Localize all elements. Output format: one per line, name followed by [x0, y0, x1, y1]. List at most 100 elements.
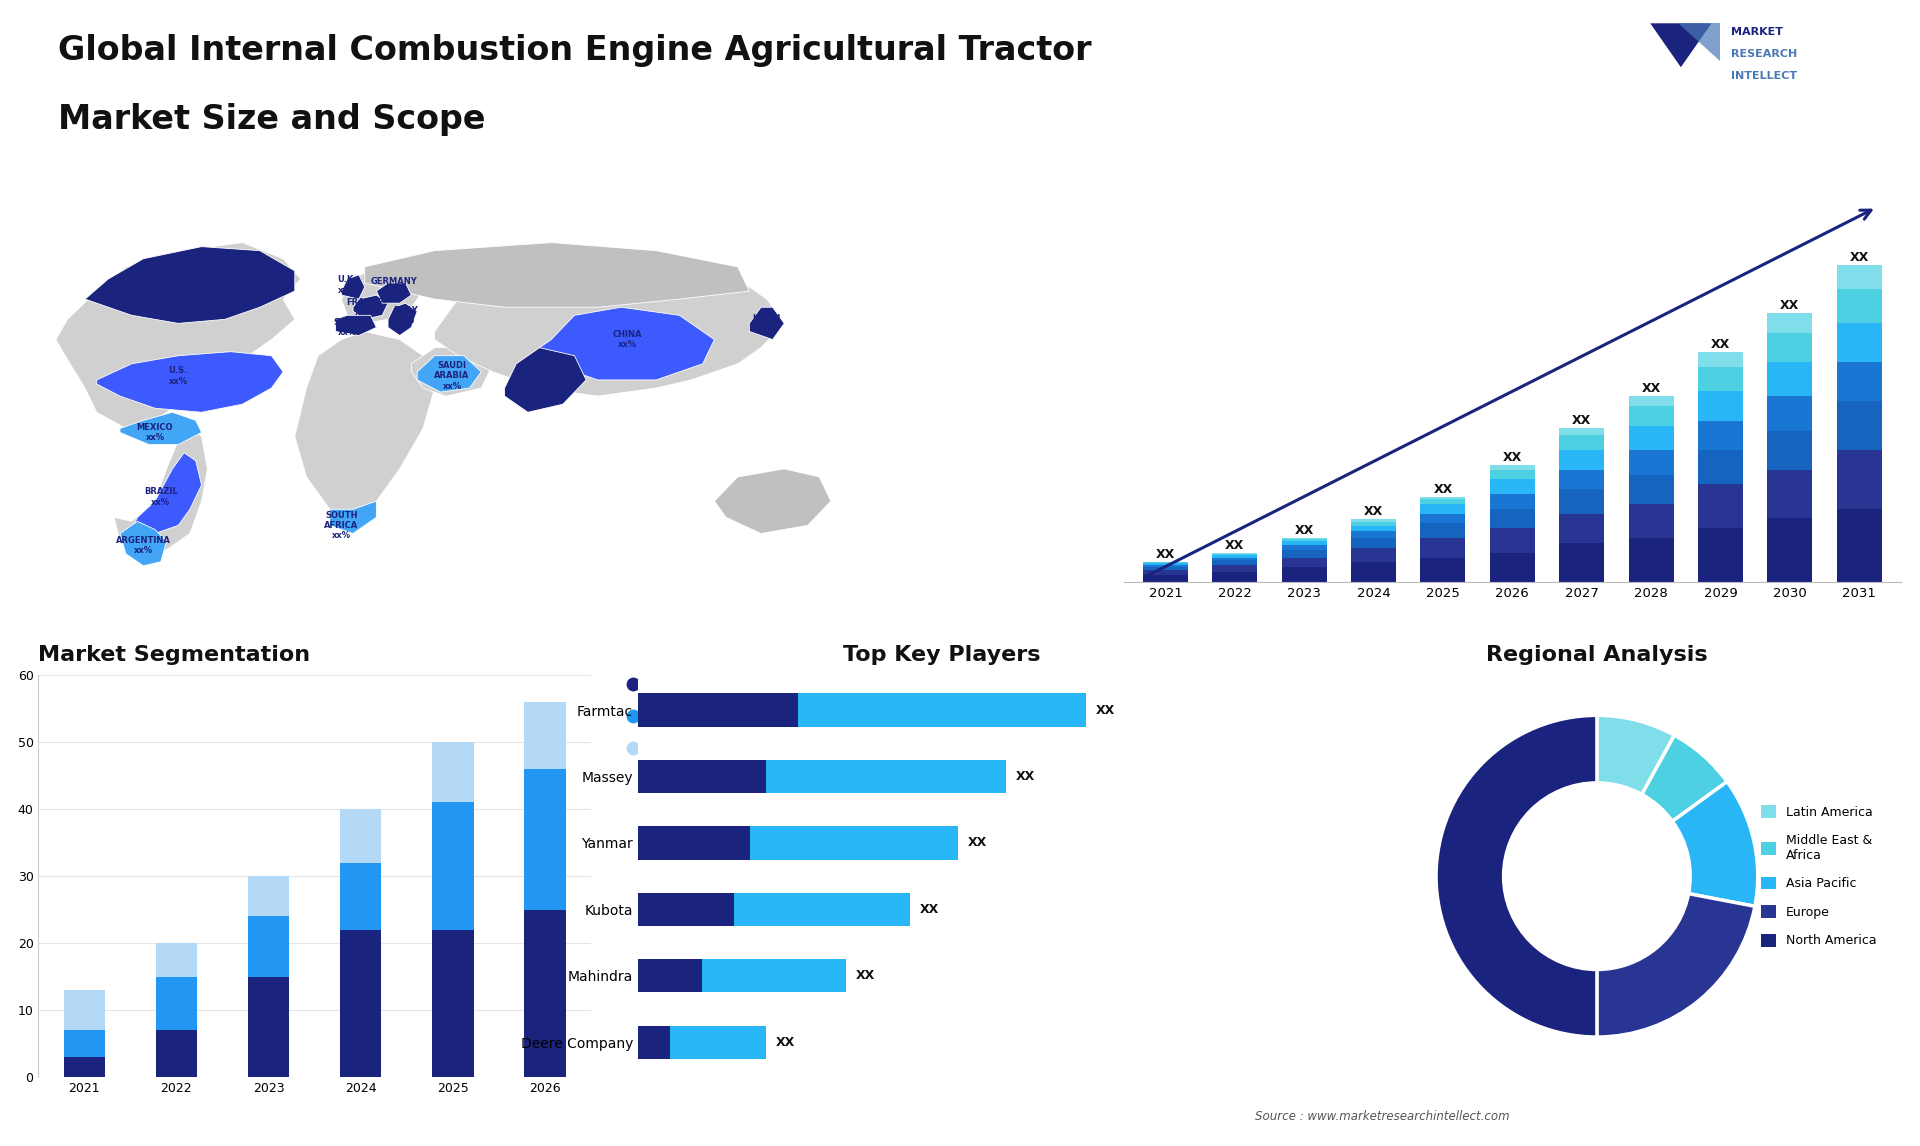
Bar — [1283, 558, 1327, 567]
Bar — [1142, 564, 1188, 565]
Bar — [1421, 499, 1465, 504]
Wedge shape — [1436, 715, 1597, 1037]
Bar — [63, 1030, 106, 1057]
Bar — [1559, 429, 1605, 435]
Text: XX: XX — [1156, 549, 1175, 562]
Bar — [1766, 362, 1812, 397]
Text: MARKET: MARKET — [1732, 28, 1784, 37]
Text: CANADA
xx%: CANADA xx% — [171, 265, 209, 284]
Bar — [637, 893, 733, 926]
Bar — [1766, 470, 1812, 518]
Bar — [1352, 537, 1396, 548]
Bar — [248, 917, 290, 976]
Bar — [1142, 570, 1188, 574]
Bar — [432, 743, 474, 802]
Bar — [799, 693, 1087, 727]
Text: XX: XX — [1225, 539, 1244, 551]
Bar — [637, 1026, 670, 1059]
Bar — [1490, 494, 1534, 509]
Polygon shape — [540, 307, 714, 380]
Bar — [1559, 450, 1605, 470]
Bar — [1421, 524, 1465, 537]
Text: ARGENTINA
xx%: ARGENTINA xx% — [115, 536, 171, 556]
Bar — [1352, 521, 1396, 526]
Text: SAUDI
ARABIA
xx%: SAUDI ARABIA xx% — [434, 361, 470, 391]
Bar — [637, 959, 703, 992]
Bar — [248, 877, 290, 917]
Bar — [766, 760, 1006, 793]
Bar — [1628, 406, 1674, 425]
Bar — [1697, 528, 1743, 582]
Bar — [1628, 504, 1674, 537]
Bar — [1421, 504, 1465, 513]
Wedge shape — [1672, 782, 1759, 906]
Text: SPAIN
xx%: SPAIN xx% — [334, 317, 361, 337]
Polygon shape — [119, 521, 167, 566]
Bar — [1283, 539, 1327, 541]
Bar — [637, 760, 766, 793]
Polygon shape — [749, 307, 783, 339]
Text: XX: XX — [920, 903, 939, 916]
Polygon shape — [119, 413, 202, 445]
Bar — [637, 693, 799, 727]
Bar — [1697, 367, 1743, 392]
Text: FRANCE
xx%: FRANCE xx% — [346, 298, 384, 317]
Text: RESEARCH: RESEARCH — [1732, 49, 1797, 60]
Bar — [1837, 323, 1882, 362]
Text: INTELLECT: INTELLECT — [1732, 71, 1797, 81]
Text: XX: XX — [1503, 450, 1523, 464]
Bar — [1490, 470, 1534, 479]
Text: XX: XX — [1096, 704, 1116, 716]
Bar — [1421, 558, 1465, 582]
Bar — [1559, 435, 1605, 450]
Bar — [1697, 392, 1743, 421]
Bar — [1697, 450, 1743, 485]
Bar — [1837, 401, 1882, 450]
Polygon shape — [1649, 23, 1711, 68]
Bar — [1628, 397, 1674, 406]
Bar — [670, 1026, 766, 1059]
Bar — [1559, 470, 1605, 489]
Text: XX: XX — [1363, 505, 1382, 518]
Bar — [1697, 485, 1743, 528]
Bar — [1142, 565, 1188, 567]
Bar — [1628, 537, 1674, 582]
Text: BRAZIL
xx%: BRAZIL xx% — [144, 487, 179, 507]
Bar — [1212, 555, 1258, 558]
Bar — [637, 826, 751, 860]
Bar — [1766, 518, 1812, 582]
Text: INDIA
xx%: INDIA xx% — [532, 375, 559, 394]
Text: Market Segmentation: Market Segmentation — [38, 645, 311, 665]
Bar — [156, 943, 198, 976]
Polygon shape — [113, 429, 207, 558]
Bar — [1697, 353, 1743, 367]
Bar — [1421, 513, 1465, 524]
Polygon shape — [132, 453, 202, 534]
Text: XX: XX — [776, 1036, 795, 1049]
Polygon shape — [505, 347, 586, 413]
Bar — [340, 863, 382, 929]
Bar — [1352, 548, 1396, 563]
Legend: Latin America, Middle East &
Africa, Asia Pacific, Europe, North America: Latin America, Middle East & Africa, Asi… — [1757, 800, 1882, 952]
Text: XX: XX — [1849, 251, 1868, 264]
Text: XX: XX — [1434, 482, 1453, 495]
Bar — [1283, 541, 1327, 545]
Bar — [1559, 489, 1605, 513]
Bar — [1837, 450, 1882, 509]
Bar — [1352, 531, 1396, 537]
Text: GERMANY
xx%: GERMANY xx% — [371, 277, 417, 297]
Polygon shape — [296, 331, 434, 517]
Text: XX: XX — [1294, 524, 1313, 537]
Bar — [1490, 465, 1534, 470]
Bar — [1212, 554, 1258, 555]
Bar — [1352, 526, 1396, 531]
Bar — [1283, 545, 1327, 550]
Bar — [751, 826, 958, 860]
Bar — [1559, 513, 1605, 543]
Text: XX: XX — [1780, 299, 1799, 313]
Polygon shape — [411, 347, 493, 397]
Title: Regional Analysis: Regional Analysis — [1486, 645, 1707, 665]
Bar — [432, 929, 474, 1077]
Bar — [248, 976, 290, 1077]
Bar — [1837, 289, 1882, 323]
